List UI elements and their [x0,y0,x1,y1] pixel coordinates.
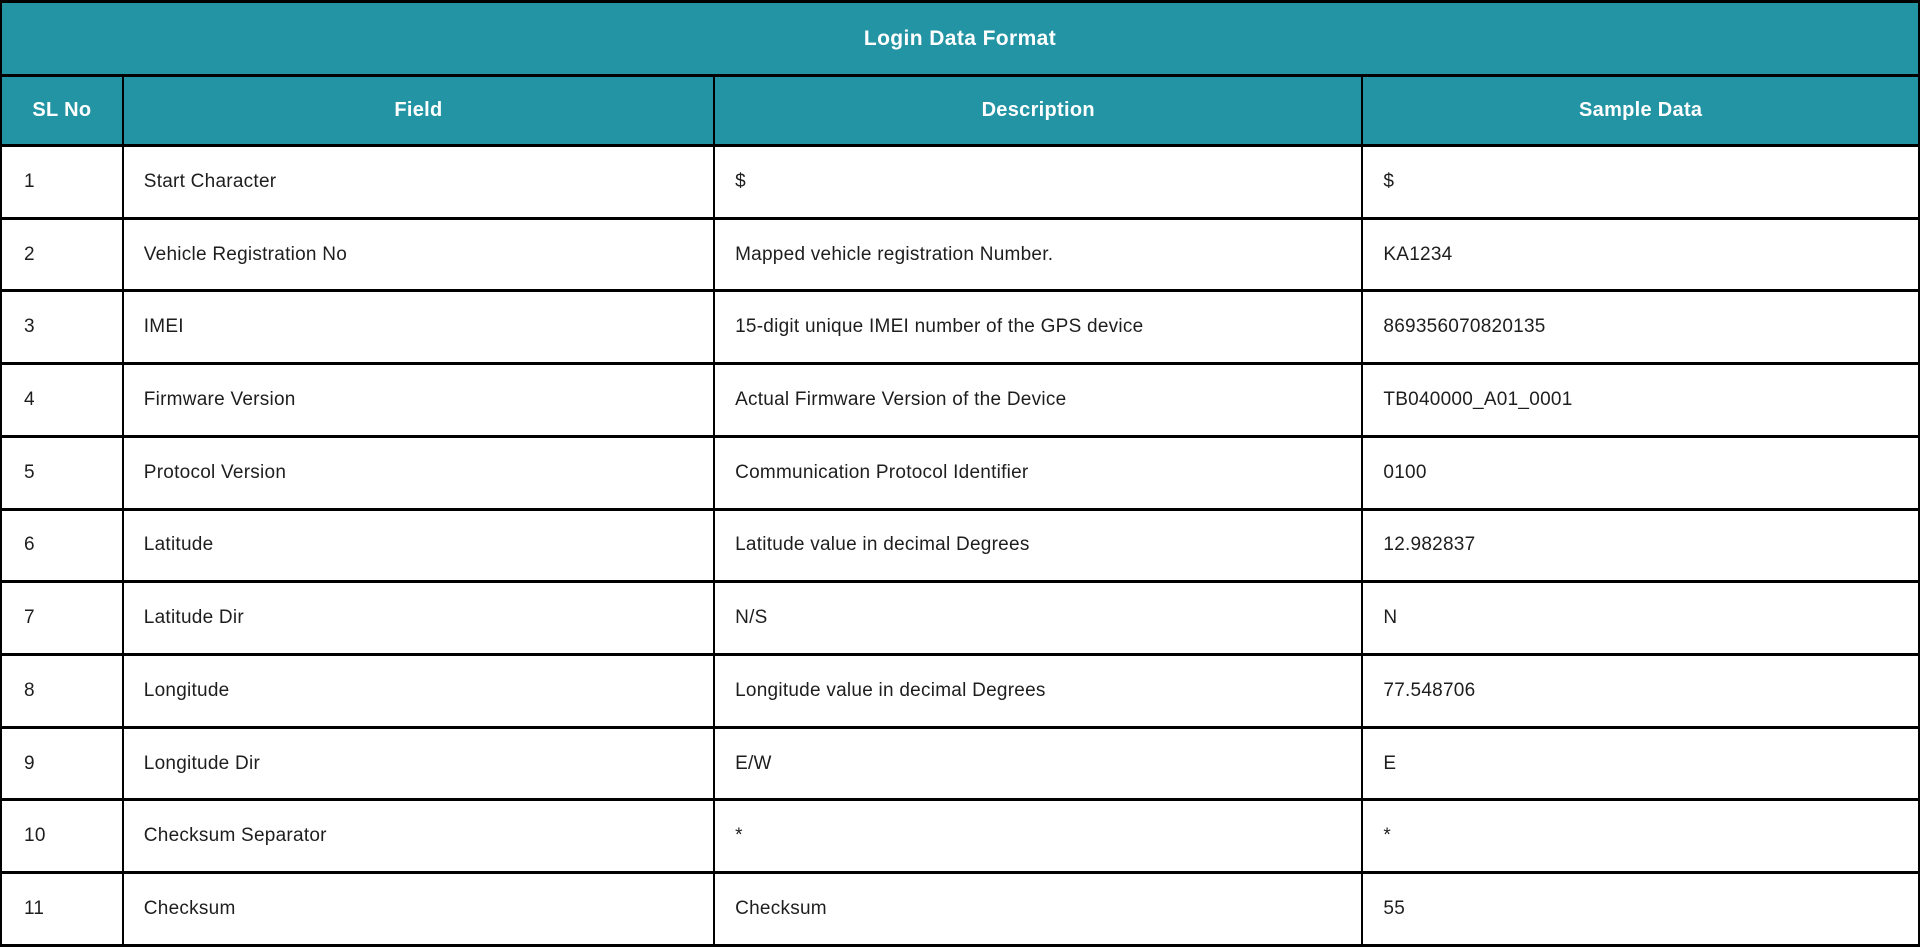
cell-sample-data: 55 [1361,871,1920,947]
cell-description: Actual Firmware Version of the Device [713,362,1364,438]
column-header-sl-no: SL No [0,74,124,147]
cell-sl-no: 11 [0,871,124,947]
cell-description: $ [713,144,1364,220]
table-row: 4 Firmware Version Actual Firmware Versi… [0,362,1920,438]
cell-sl-no: 5 [0,434,124,511]
cell-description: Longitude value in decimal Degrees [713,653,1364,729]
table-row: 1 Start Character $ $ [0,144,1920,220]
cell-field: Vehicle Registration No [121,216,716,293]
table-row: 3 IMEI 15-digit unique IMEI number of th… [0,289,1920,366]
table-row: 8 Longitude Longitude value in decimal D… [0,653,1920,729]
cell-field: Longitude Dir [121,725,716,802]
cell-sample-data: $ [1361,144,1920,220]
cell-field: Protocol Version [121,434,716,511]
cell-sl-no: 3 [0,289,124,366]
cell-field: Latitude [121,507,716,584]
cell-description: Communication Protocol Identifier [713,434,1364,511]
cell-description: * [713,798,1364,875]
cell-sample-data: TB040000_A01_0001 [1361,362,1920,438]
cell-sl-no: 4 [0,362,124,438]
cell-field: Checksum Separator [121,798,716,875]
title-row: Login Data Format [0,0,1920,77]
cell-sample-data: KA1234 [1361,216,1920,293]
table-row: 10 Checksum Separator * * [0,798,1920,875]
table-row: 2 Vehicle Registration No Mapped vehicle… [0,216,1920,293]
cell-sample-data: N [1361,580,1920,657]
cell-field: Firmware Version [121,362,716,438]
table-row: 7 Latitude Dir N/S N [0,580,1920,657]
cell-sl-no: 8 [0,653,124,729]
header-row: SL No Field Description Sample Data [0,74,1920,147]
cell-description: Checksum [713,871,1364,947]
table-row: 9 Longitude Dir E/W E [0,725,1920,802]
table-body: 1 Start Character $ $ 2 Vehicle Registra… [0,144,1920,947]
cell-description: 15-digit unique IMEI number of the GPS d… [713,289,1364,366]
cell-description: E/W [713,725,1364,802]
cell-sample-data: 12.982837 [1361,507,1920,584]
cell-description: Latitude value in decimal Degrees [713,507,1364,584]
cell-sl-no: 2 [0,216,124,293]
column-header-description: Description [713,74,1364,147]
column-header-field: Field [121,74,716,147]
cell-field: Checksum [121,871,716,947]
cell-field: Latitude Dir [121,580,716,657]
cell-field: Start Character [121,144,716,220]
cell-sample-data: 0100 [1361,434,1920,511]
table-row: 6 Latitude Latitude value in decimal Deg… [0,507,1920,584]
cell-sample-data: 869356070820135 [1361,289,1920,366]
cell-sample-data: * [1361,798,1920,875]
cell-sample-data: E [1361,725,1920,802]
column-header-sample-data: Sample Data [1361,74,1920,147]
cell-sl-no: 1 [0,144,124,220]
cell-sample-data: 77.548706 [1361,653,1920,729]
cell-field: Longitude [121,653,716,729]
cell-description: N/S [713,580,1364,657]
table-row: 5 Protocol Version Communication Protoco… [0,434,1920,511]
table-row: 11 Checksum Checksum 55 [0,871,1920,947]
cell-sl-no: 6 [0,507,124,584]
cell-description: Mapped vehicle registration Number. [713,216,1364,293]
cell-sl-no: 10 [0,798,124,875]
cell-sl-no: 9 [0,725,124,802]
table-title: Login Data Format [0,0,1920,77]
cell-field: IMEI [121,289,716,366]
cell-sl-no: 7 [0,580,124,657]
